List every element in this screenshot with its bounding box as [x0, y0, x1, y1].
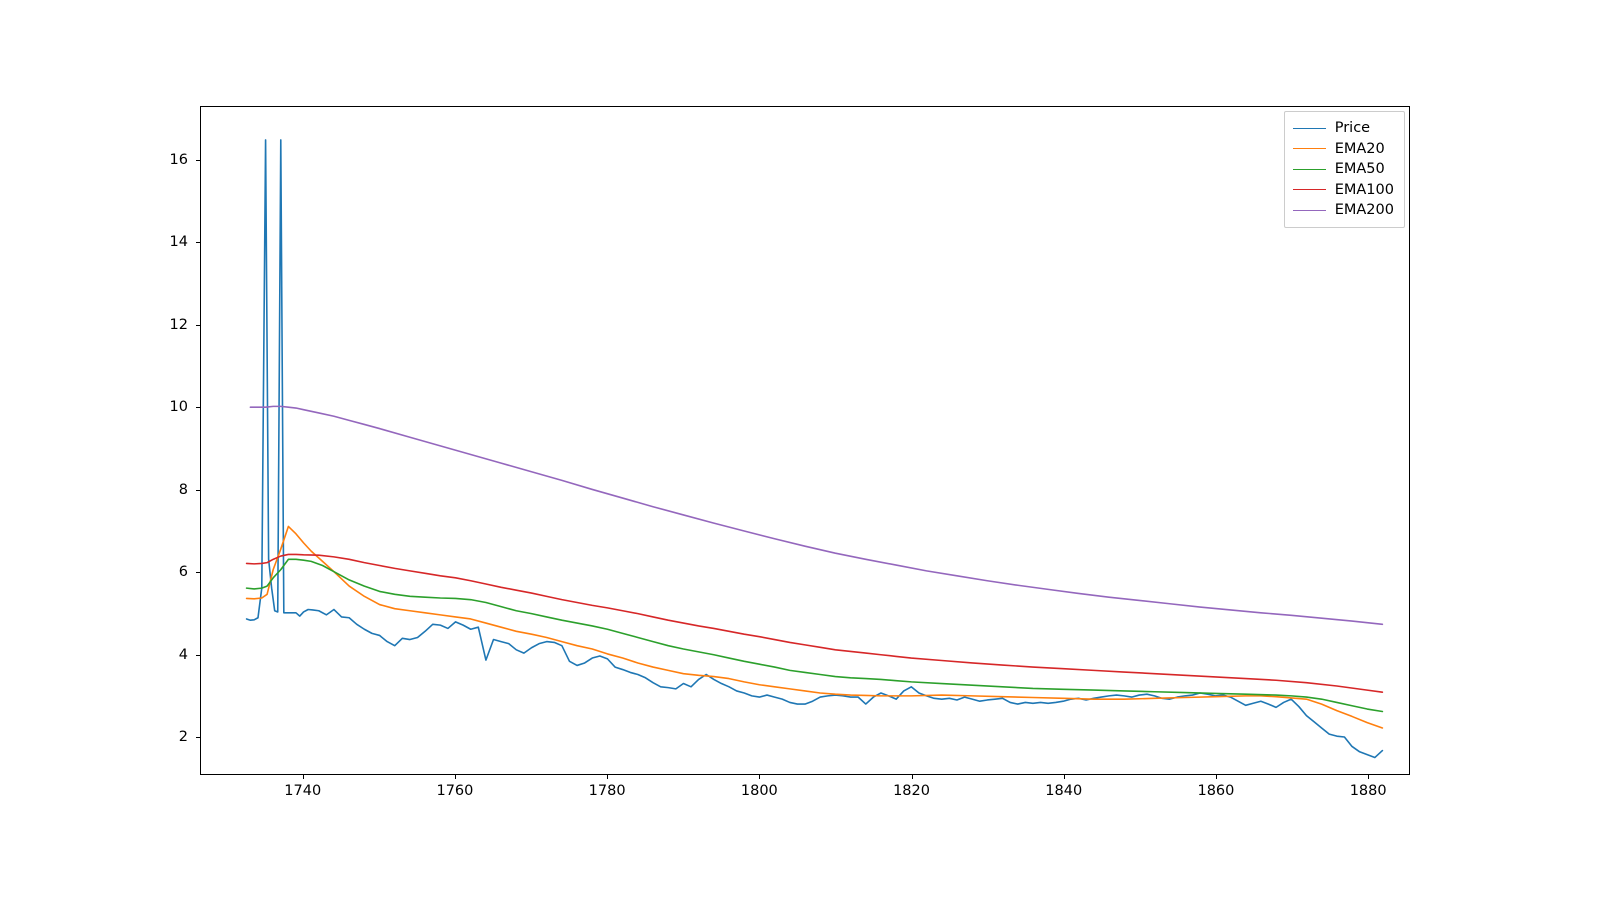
- series-line-ema200: [250, 406, 1382, 624]
- series-line-price: [247, 140, 1383, 758]
- y-tick-mark: [196, 489, 200, 491]
- x-tick-mark: [1368, 775, 1370, 779]
- x-tick-mark: [454, 775, 457, 779]
- legend-label: EMA100: [1334, 181, 1394, 198]
- x-tick-mark: [911, 775, 913, 779]
- series-line-ema100: [247, 554, 1383, 692]
- x-tick-label: 1840: [1045, 783, 1083, 799]
- x-tick-mark: [759, 775, 761, 779]
- legend-swatch-icon: [1292, 209, 1326, 211]
- legend-swatch-icon: [1292, 127, 1326, 129]
- x-tick-label: 1740: [284, 783, 322, 799]
- y-tick-label: 8: [178, 481, 188, 498]
- x-tick-label: 1800: [740, 783, 778, 799]
- legend-label: EMA200: [1334, 202, 1394, 219]
- x-tick-mark: [1215, 775, 1218, 779]
- y-tick-mark: [196, 407, 200, 409]
- legend-label: EMA50: [1334, 161, 1385, 178]
- x-tick-mark: [607, 775, 609, 779]
- legend-swatch-icon: [1292, 168, 1326, 170]
- y-tick-label: 14: [169, 234, 188, 251]
- series-canvas: [201, 107, 1409, 774]
- y-tick-label: 6: [178, 564, 188, 581]
- y-tick-mark: [196, 324, 200, 326]
- legend-item-ema200[interactable]: EMA200: [1292, 200, 1394, 221]
- series-line-ema20: [247, 526, 1383, 728]
- legend-label: Price: [1334, 120, 1371, 137]
- chart-legend: Price EMA20 EMA50 EMA100 EMA200: [1283, 111, 1405, 228]
- legend-swatch-icon: [1292, 148, 1326, 150]
- y-tick-label: 12: [169, 316, 188, 333]
- y-tick-mark: [196, 737, 200, 739]
- y-tick-mark: [196, 572, 200, 574]
- legend-item-ema50[interactable]: EMA50: [1292, 159, 1394, 180]
- x-tick-label: 1860: [1197, 783, 1235, 799]
- y-tick-mark: [196, 159, 200, 161]
- x-tick-label: 1780: [588, 783, 626, 799]
- legend-swatch-icon: [1292, 189, 1326, 191]
- y-tick-label: 4: [178, 646, 188, 663]
- x-tick-label: 1880: [1349, 783, 1387, 799]
- y-tick-label: 2: [178, 729, 188, 746]
- legend-item-ema20[interactable]: EMA20: [1292, 139, 1394, 160]
- x-tick-label: 1760: [436, 783, 474, 799]
- x-tick-mark: [302, 775, 304, 779]
- x-tick-mark: [1063, 775, 1065, 779]
- legend-item-ema100[interactable]: EMA100: [1292, 180, 1394, 201]
- y-tick-mark: [196, 654, 200, 656]
- legend-item-price[interactable]: Price: [1292, 118, 1394, 139]
- legend-label: EMA20: [1334, 140, 1385, 157]
- y-tick-mark: [196, 242, 200, 244]
- y-tick-label: 10: [169, 399, 188, 416]
- y-tick-label: 16: [169, 151, 188, 168]
- x-tick-label: 1820: [893, 783, 930, 799]
- plot-axes: Price EMA20 EMA50 EMA100 EMA200: [200, 106, 1410, 775]
- series-line-ema50: [247, 559, 1383, 711]
